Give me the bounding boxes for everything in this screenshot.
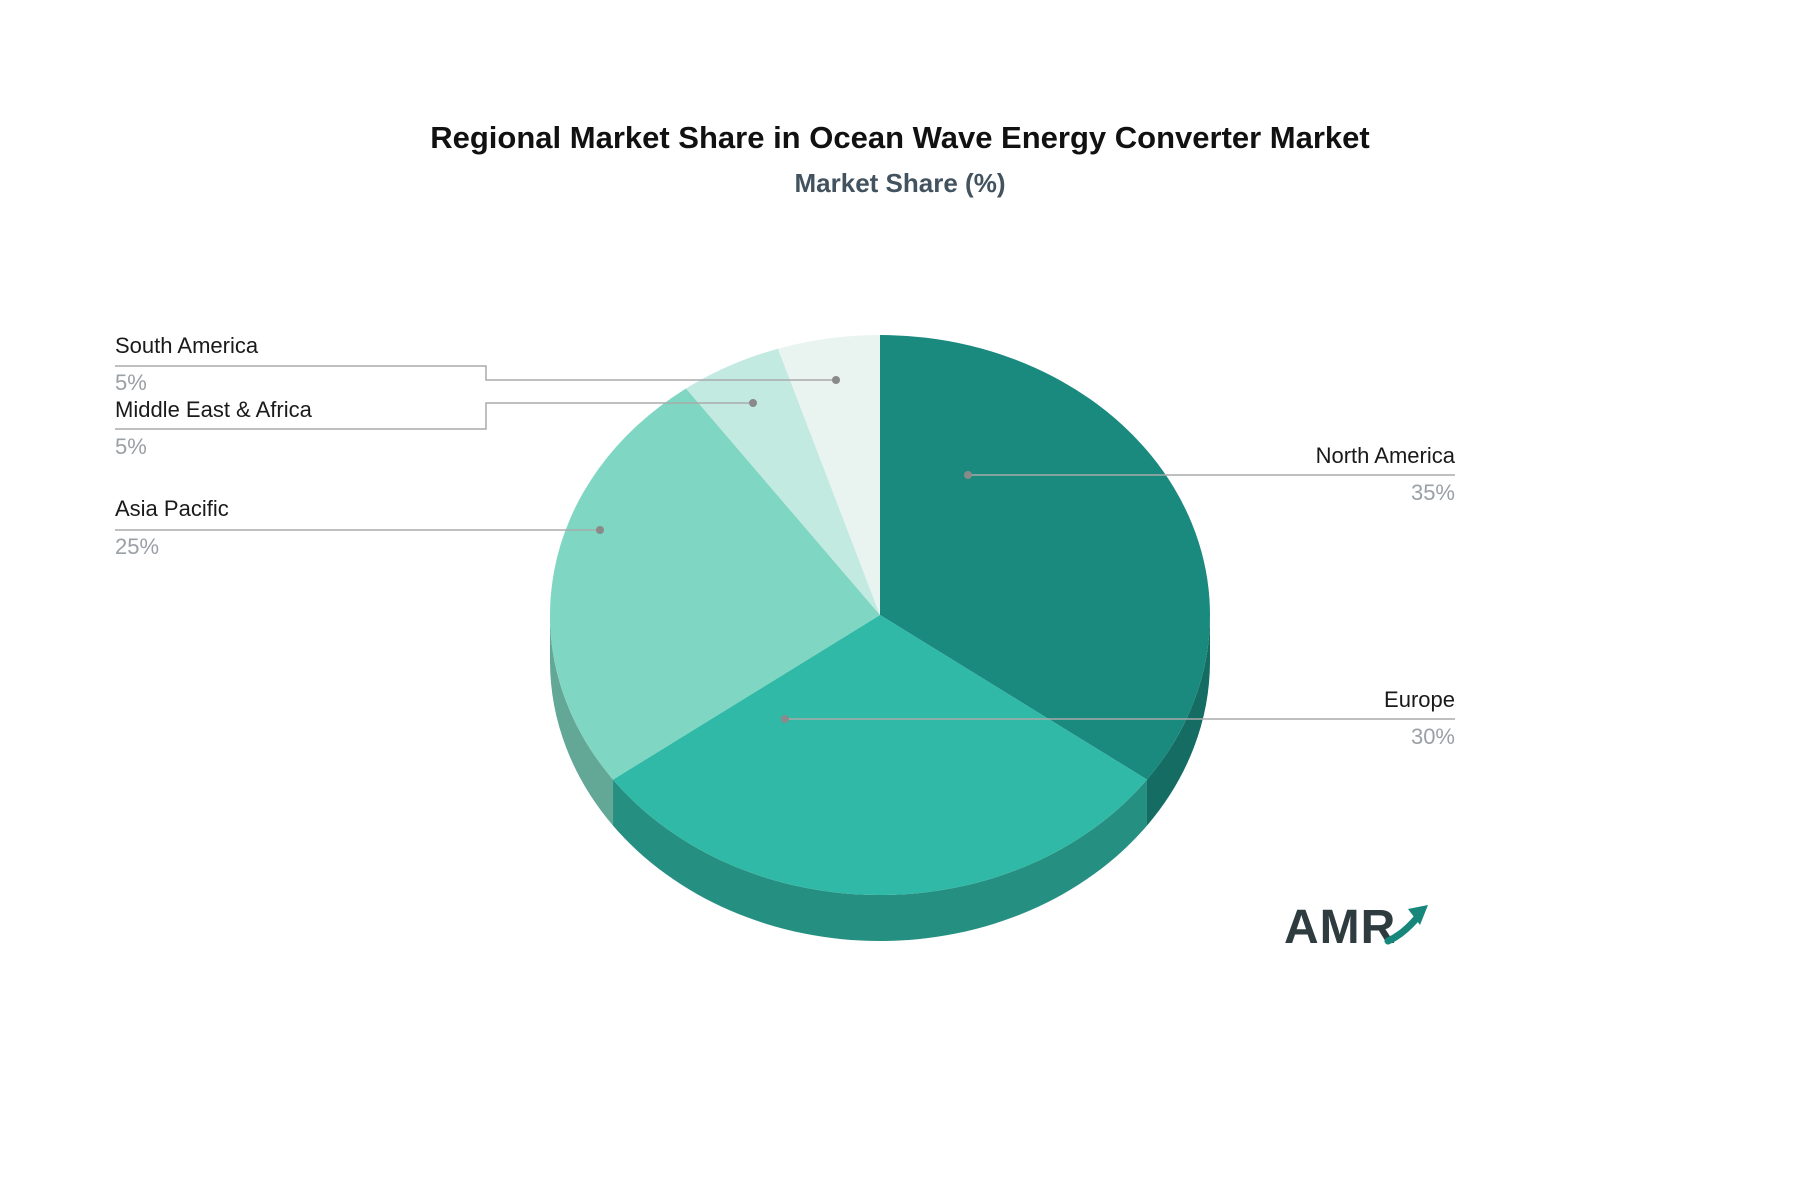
pie-slice-path[interactable]	[549, 615, 614, 826]
label-north-america: North America	[1315, 443, 1455, 468]
pie-slice-path[interactable]	[613, 779, 1147, 942]
chart-subtitle: Market Share (%)	[794, 168, 1006, 198]
label-europe: Europe	[1384, 687, 1455, 712]
pie-slices[interactable]	[549, 335, 1211, 942]
value-south-america: 5%	[115, 370, 147, 395]
chart-title: Regional Market Share in Ocean Wave Ener…	[430, 120, 1370, 155]
label-south-america: South America	[115, 333, 259, 358]
logo-arrow-icon	[1384, 904, 1429, 944]
amr-logo: AMR	[1284, 900, 1434, 955]
pie-slice-path[interactable]	[880, 335, 1211, 780]
leader-lines	[115, 365, 1455, 723]
pie-slice-path[interactable]	[613, 615, 1147, 896]
logo-text: AMR	[1284, 901, 1397, 954]
pie-slice-path[interactable]	[549, 388, 880, 780]
value-north-america: 35%	[1410, 480, 1455, 505]
label-middle-east-africa: Middle East & Africa	[115, 397, 312, 422]
value-europe: 30%	[1410, 724, 1455, 749]
pie-slice-path[interactable]	[686, 348, 880, 615]
value-asia-pacific: 25%	[115, 534, 160, 559]
pie-slice-path[interactable]	[1146, 615, 1210, 826]
value-middle-east-africa: 5%	[115, 434, 147, 459]
pie-slice-path[interactable]	[778, 335, 880, 615]
label-asia-pacific: Asia Pacific	[115, 496, 229, 521]
